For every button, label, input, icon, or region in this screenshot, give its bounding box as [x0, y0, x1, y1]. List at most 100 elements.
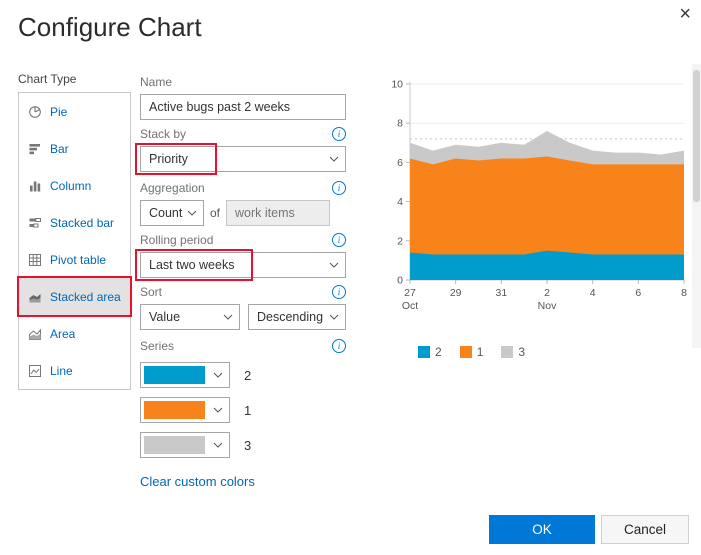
series-label: Series: [140, 338, 175, 353]
scrollbar-thumb[interactable]: [693, 70, 700, 202]
cancel-button[interactable]: Cancel: [601, 515, 689, 544]
chart-type-item-label: Stacked bar: [50, 215, 115, 230]
chart-config-form: Name Stack by i Priority Aggregation i C…: [135, 74, 346, 514]
name-input[interactable]: [140, 94, 346, 120]
svg-text:4: 4: [590, 287, 596, 299]
series-value-label: 2: [244, 367, 252, 383]
chart-type-item-pivot-table[interactable]: Pivot table: [19, 241, 130, 278]
rolling-period-dropdown[interactable]: Last two weeks: [140, 252, 346, 278]
series-info-icon[interactable]: i: [332, 338, 346, 353]
aggregation-info-icon[interactable]: i: [332, 180, 346, 195]
chart-type-item-label: Area: [50, 326, 76, 341]
svg-text:Nov: Nov: [538, 300, 557, 312]
rolling-period-label: Rolling period: [140, 232, 214, 247]
close-icon[interactable]: ×: [679, 3, 691, 25]
bar-chart-icon: [28, 142, 42, 156]
rolling-period-value: Last two weeks: [149, 258, 235, 272]
line-chart-icon: [28, 364, 42, 378]
chevron-down-icon: [329, 262, 339, 268]
legend-swatch: [501, 346, 514, 358]
stack-by-label: Stack by: [140, 126, 187, 141]
ok-button[interactable]: OK: [489, 515, 595, 544]
sort-direction-value: Descending: [257, 310, 324, 324]
sort-label: Sort: [140, 284, 163, 299]
aggregation-field-input: [226, 200, 331, 226]
column-chart-icon: [28, 179, 42, 193]
chart-type-item-label: Bar: [50, 141, 69, 156]
area-chart-icon: [28, 327, 42, 341]
svg-text:2: 2: [544, 287, 550, 299]
svg-text:6: 6: [635, 287, 641, 299]
series-row: 1: [140, 397, 346, 423]
sort-direction-dropdown[interactable]: Descending: [248, 304, 346, 330]
series-color-swatch: [144, 436, 205, 454]
stack-by-info-icon[interactable]: i: [332, 126, 346, 141]
svg-text:Oct: Oct: [402, 300, 418, 312]
chart-legend: 2 1 3: [418, 345, 694, 359]
svg-text:8: 8: [397, 118, 403, 130]
svg-text:4: 4: [397, 196, 403, 208]
chevron-down-icon: [223, 314, 233, 320]
legend-swatch: [459, 346, 472, 358]
dialog-title: Configure Chart: [18, 12, 202, 42]
series-color-swatch: [144, 366, 205, 384]
pivot-table-icon: [28, 253, 42, 267]
svg-text:2: 2: [397, 235, 403, 247]
name-label: Name: [140, 74, 173, 89]
chevron-down-icon: [213, 442, 223, 448]
svg-text:0: 0: [397, 275, 403, 287]
chevron-down-icon: [213, 372, 223, 378]
chart-type-item-area[interactable]: Area: [19, 315, 130, 352]
chart-type-item-stacked-area[interactable]: Stacked area: [17, 276, 132, 317]
stack-by-dropdown[interactable]: Priority: [140, 146, 346, 172]
legend-label: 3: [518, 345, 526, 359]
chart-type-list: Pie Bar Column Stacked bar Pivot table S: [17, 92, 132, 390]
svg-text:29: 29: [450, 287, 462, 299]
legend-item: 1: [459, 345, 484, 359]
legend-swatch: [418, 346, 430, 358]
sort-field-value: Value: [149, 310, 181, 324]
chart-type-item-stacked-bar[interactable]: Stacked bar: [19, 204, 130, 241]
chart-type-item-label: Stacked area: [50, 289, 121, 304]
series-color-dropdown[interactable]: [140, 397, 230, 423]
series-color-swatch: [144, 401, 205, 419]
stacked-bar-icon: [28, 216, 42, 230]
clear-custom-colors-link[interactable]: Clear custom colors: [140, 474, 255, 489]
chart-type-item-label: Pie: [50, 104, 68, 119]
series-value-label: 3: [244, 437, 252, 453]
pie-icon: [28, 105, 42, 119]
series-row: 3: [140, 432, 346, 458]
chart-type-item-pie[interactable]: Pie: [19, 93, 130, 130]
chart-type-panel: Chart Type Pie Bar Column Stacked bar Pi…: [17, 72, 132, 390]
chart-type-item-line[interactable]: Line: [19, 352, 130, 389]
svg-text:10: 10: [391, 79, 403, 91]
svg-text:6: 6: [397, 157, 403, 169]
legend-item: 3: [501, 345, 525, 359]
chart-preview-panel: 0 2 4 6 8 10 27 Oct 29 31 2 Nov 4 6 8 2 1 3: [380, 74, 694, 360]
series-color-dropdown[interactable]: [140, 362, 230, 388]
chart-type-item-label: Line: [50, 363, 73, 378]
sort-field-dropdown[interactable]: Value: [140, 304, 240, 330]
svg-text:8: 8: [681, 287, 687, 299]
svg-text:31: 31: [495, 287, 507, 299]
legend-label: 2: [435, 345, 442, 359]
series-color-dropdown[interactable]: [140, 432, 230, 458]
chart-type-item-label: Column: [50, 178, 92, 193]
chevron-down-icon: [187, 210, 197, 216]
series-value-label: 1: [244, 402, 252, 418]
rolling-period-info-icon[interactable]: i: [332, 232, 346, 247]
legend-item: 2: [418, 345, 442, 359]
legend-label: 1: [476, 345, 484, 359]
vertical-scrollbar: [692, 64, 701, 348]
chart-type-item-column[interactable]: Column: [19, 167, 130, 204]
chevron-down-icon: [329, 156, 339, 162]
series-row: 2: [140, 362, 346, 388]
aggregation-value: Count: [149, 206, 183, 220]
sort-info-icon[interactable]: i: [332, 284, 346, 299]
stack-by-value: Priority: [149, 152, 188, 166]
of-label: of: [210, 206, 221, 220]
stacked-area-icon: [28, 290, 42, 304]
aggregation-dropdown[interactable]: Count: [140, 200, 204, 226]
chart-type-item-bar[interactable]: Bar: [19, 130, 130, 167]
